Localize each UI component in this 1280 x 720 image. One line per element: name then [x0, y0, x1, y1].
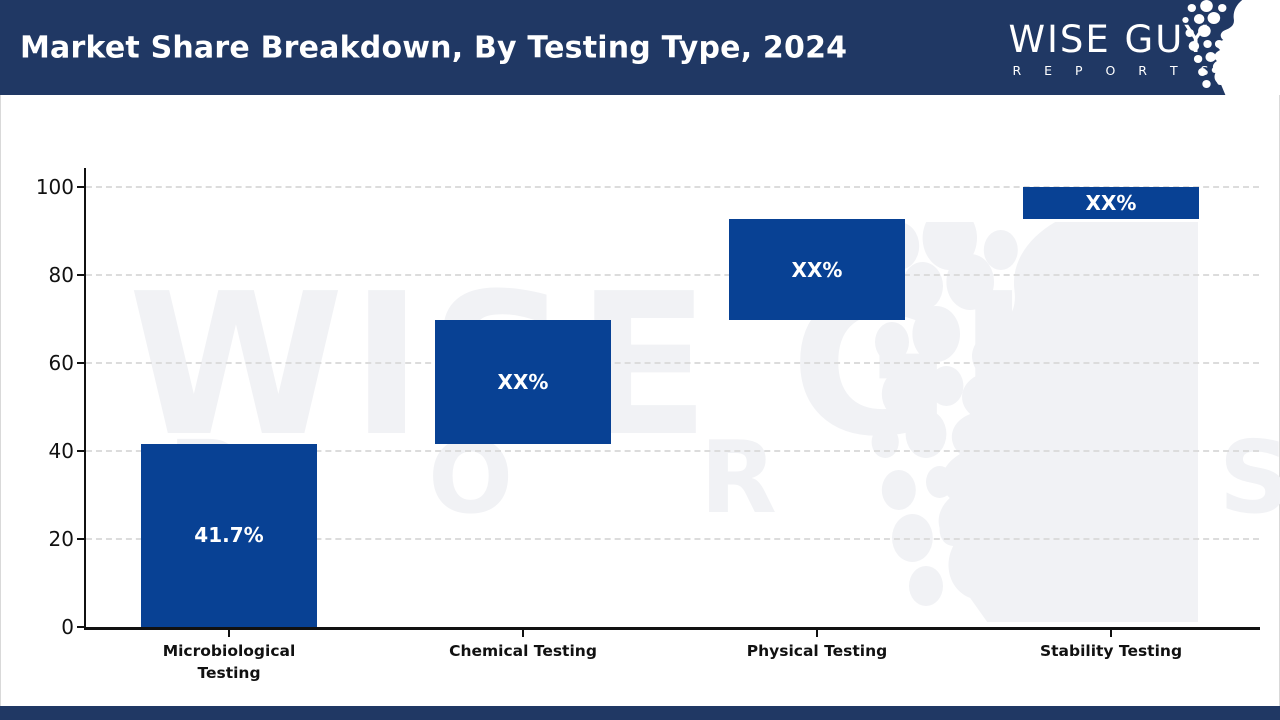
bar-segment: 41.7% — [141, 443, 317, 627]
x-tick-mark — [228, 630, 230, 637]
y-tick-label: 20 — [48, 527, 74, 551]
bar-segment: XX% — [435, 320, 611, 444]
y-tick-mark — [77, 362, 85, 364]
header: Market Share Breakdown, By Testing Type,… — [0, 0, 1280, 95]
logo-wordmark: WISE GUY — [1008, 18, 1209, 61]
logo-text: WISE GUY R E P O R T S — [1008, 21, 1218, 78]
y-tick-label: 60 — [48, 351, 74, 375]
bar-value-label: 41.7% — [194, 523, 264, 548]
x-axis-line — [84, 627, 1260, 630]
bar-value-label: XX% — [1085, 191, 1137, 216]
y-tick-mark — [77, 274, 85, 276]
x-category-label: Microbiological Testing — [162, 642, 296, 682]
x-category-label: Physical Testing — [746, 642, 888, 660]
x-tick-mark — [1110, 630, 1112, 637]
y-tick-mark — [77, 450, 85, 452]
bar-value-label: XX% — [497, 369, 549, 394]
x-tick-mark — [522, 630, 524, 637]
bar-value-label: XX% — [791, 257, 843, 282]
wiseguy-face-icon — [1182, 0, 1280, 95]
y-tick-mark — [77, 538, 85, 540]
y-tick-label: 40 — [48, 439, 74, 463]
y-gridline — [86, 450, 1259, 452]
x-category-label: Stability Testing — [1039, 642, 1183, 660]
page-title: Market Share Breakdown, By Testing Type,… — [20, 30, 848, 65]
wiseguy-logo: WISE GUY R E P O R T S — [970, 0, 1280, 95]
y-gridline — [86, 186, 1259, 188]
y-tick-label: 0 — [61, 615, 74, 639]
y-gridline — [86, 362, 1259, 364]
x-category-label: Chemical Testing — [449, 642, 597, 660]
y-tick-mark — [77, 186, 85, 188]
y-tick-label: 100 — [35, 175, 74, 199]
y-axis-line — [84, 168, 86, 629]
y-gridline — [86, 538, 1259, 540]
y-gridline — [86, 274, 1259, 276]
bar-segment: XX% — [729, 219, 905, 321]
footer-bar — [0, 706, 1280, 720]
x-tick-mark — [816, 630, 818, 637]
y-tick-label: 80 — [48, 263, 74, 287]
bar-segment: XX% — [1023, 187, 1199, 220]
logo-subtext: R E P O R T S — [1012, 63, 1218, 78]
y-tick-mark — [77, 626, 85, 628]
